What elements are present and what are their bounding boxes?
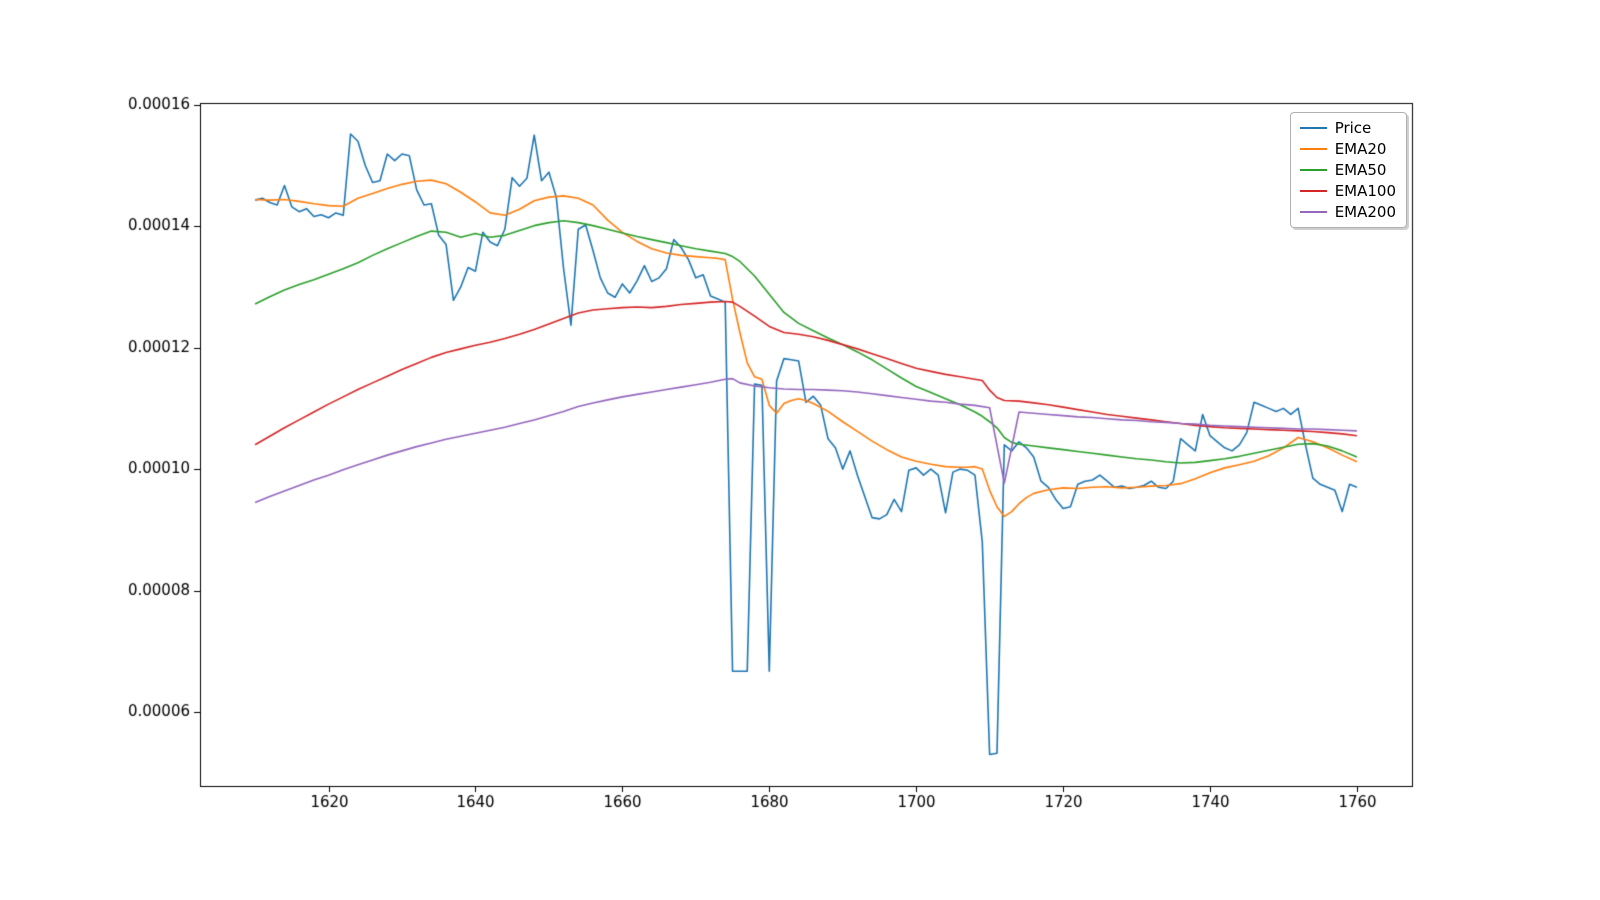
legend-item-ema200: EMA200 [1299,202,1396,221]
legend-label: EMA100 [1334,181,1396,200]
legend-label: EMA20 [1334,139,1387,158]
legend-label: EMA50 [1334,160,1387,179]
legend: Price EMA20 EMA50 EMA100 EMA200 [1289,112,1407,228]
legend-item-ema20: EMA20 [1299,139,1396,158]
ema100-line-swatch [1299,190,1327,192]
legend-item-ema100: EMA100 [1299,181,1396,200]
ema200-line-swatch [1299,211,1327,213]
ema50-line-swatch [1299,169,1327,171]
legend-label: EMA200 [1334,202,1396,221]
legend-item-price: Price [1299,118,1396,137]
legend-label: Price [1334,118,1372,137]
price-line-swatch [1299,127,1327,129]
ema20-line-swatch [1299,148,1327,150]
legend-item-ema50: EMA50 [1299,160,1396,179]
